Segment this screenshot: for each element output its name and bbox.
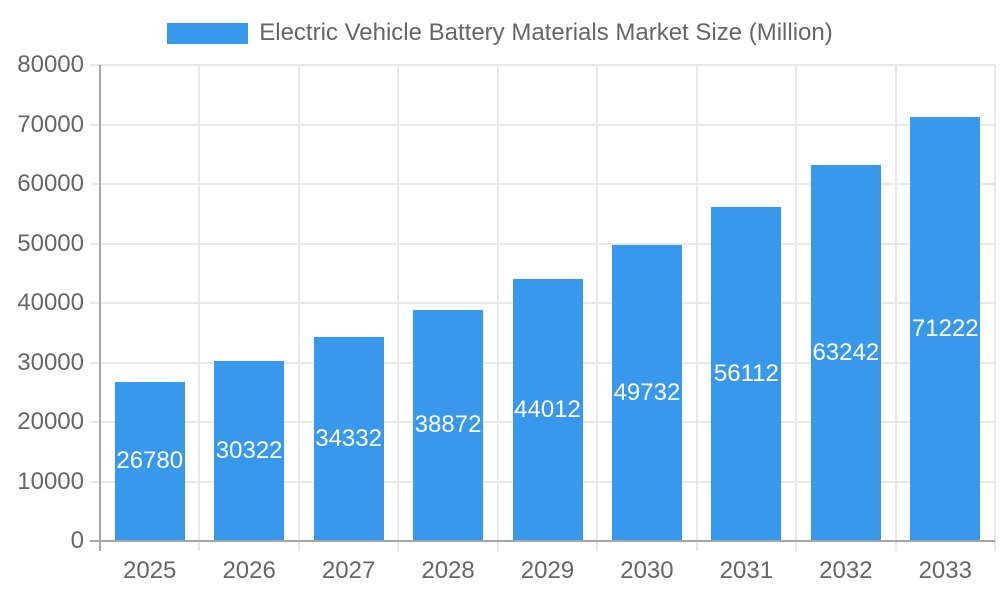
bar-2028[interactable]: 38872 xyxy=(413,309,484,541)
bar-2031[interactable]: 56112 xyxy=(711,207,782,541)
x-axis-tick-label: 2030 xyxy=(620,557,674,584)
bar-2032[interactable]: 63242 xyxy=(810,164,881,541)
y-axis-tick-label: 20000 xyxy=(17,408,84,435)
y-axis-tick-label: 80000 xyxy=(17,51,84,78)
bar-value-label: 34332 xyxy=(315,424,382,452)
bar-value-label: 56112 xyxy=(713,360,779,388)
x-axis-tick-label: 2028 xyxy=(421,557,475,584)
y-gridline xyxy=(90,242,995,245)
x-axis-tick-label: 2029 xyxy=(520,557,575,584)
x-gridline xyxy=(795,65,798,551)
bar-2030[interactable]: 49732 xyxy=(611,245,682,541)
y-gridline xyxy=(90,64,995,66)
x-axis-tick-label: 2027 xyxy=(321,557,376,584)
legend-label: Electric Vehicle Battery Materials Marke… xyxy=(259,19,833,46)
legend-item[interactable]: Electric Vehicle Battery Materials Marke… xyxy=(167,19,833,47)
x-axis-tick-label: 2031 xyxy=(719,557,774,584)
y-axis-tick-label: 40000 xyxy=(17,289,84,316)
y-gridline xyxy=(90,123,995,126)
y-axis-tick-label: 0 xyxy=(70,527,84,554)
bar-value-label: 71222 xyxy=(911,315,979,343)
bar-value-label: 63242 xyxy=(812,338,880,366)
bar-2026[interactable]: 30322 xyxy=(214,360,285,541)
bar-value-label: 49732 xyxy=(613,379,681,407)
y-axis-tick-label: 10000 xyxy=(17,467,84,495)
y-axis-tick-label: 60000 xyxy=(17,170,84,197)
bar-value-label: 38872 xyxy=(414,411,482,439)
x-gridline xyxy=(198,65,201,551)
y-axis-tick-label: 50000 xyxy=(17,229,84,257)
x-axis-tick-label: 2033 xyxy=(918,557,972,584)
x-gridline xyxy=(397,65,400,551)
bar-2033[interactable]: 71222 xyxy=(910,117,981,541)
x-axis-tick-label: 2025 xyxy=(123,557,177,584)
x-gridline xyxy=(297,65,300,551)
y-axis-tick-label: 30000 xyxy=(17,348,84,376)
bar-value-label: 44012 xyxy=(514,396,581,424)
x-axis-tick-label: 2026 xyxy=(222,557,276,584)
x-axis-line xyxy=(90,540,995,542)
x-gridline xyxy=(695,65,698,551)
bar-value-label: 30322 xyxy=(215,436,283,464)
y-gridline xyxy=(90,183,995,185)
x-axis-tick-label: 2032 xyxy=(819,557,873,584)
bar-2025[interactable]: 26780 xyxy=(114,381,185,541)
x-gridline xyxy=(496,65,499,551)
x-gridline xyxy=(894,65,897,551)
bar-2029[interactable]: 44012 xyxy=(512,279,583,541)
y-axis-tick-label: 70000 xyxy=(17,110,84,138)
y-axis-line xyxy=(99,65,101,551)
x-gridline xyxy=(596,65,599,551)
chart-legend: Electric Vehicle Battery Materials Marke… xyxy=(0,19,1000,47)
bar-2027[interactable]: 34332 xyxy=(313,336,384,541)
x-gridline xyxy=(994,65,996,551)
bar-value-label: 26780 xyxy=(116,447,184,475)
legend-swatch xyxy=(167,22,249,44)
